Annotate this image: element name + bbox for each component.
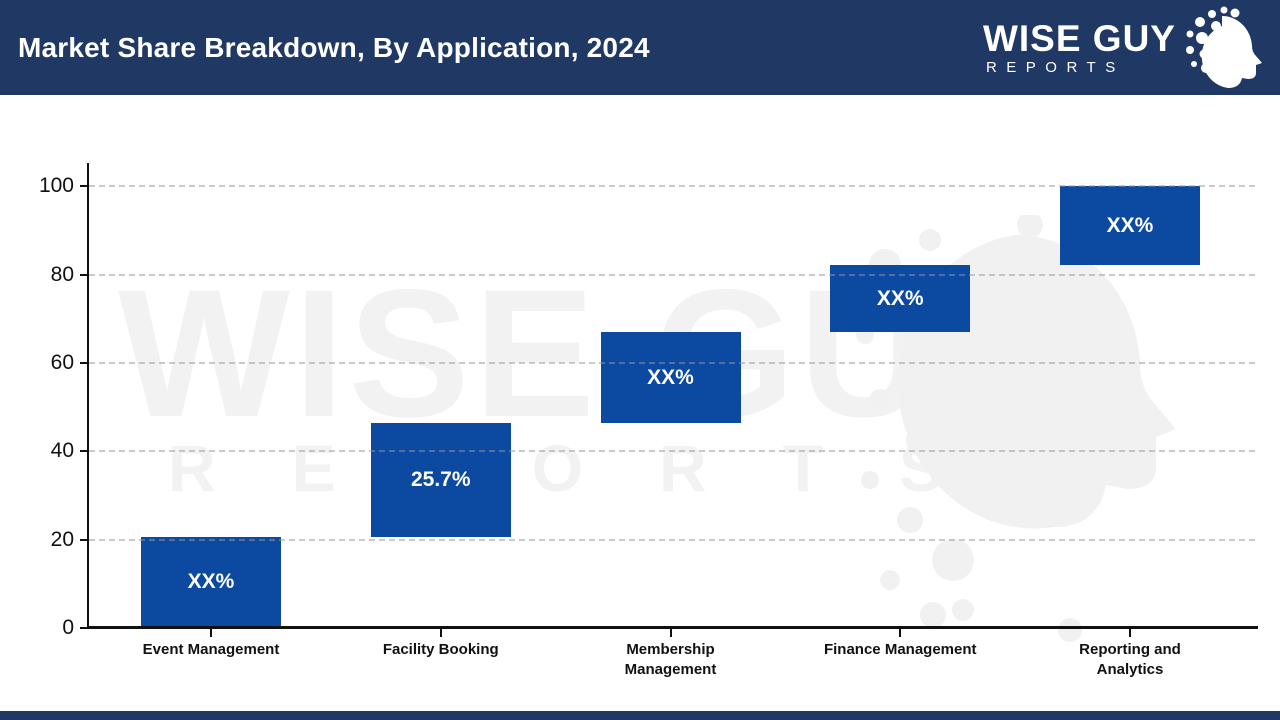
x-category-label: Finance Management [823,641,977,658]
gridline-y-60 [89,362,1255,365]
bar-segment: XX% [1060,186,1200,265]
bar-segment: XX% [141,536,281,628]
y-tick-mark [80,185,88,188]
y-tick-label: 20 [50,527,74,551]
bar-value-label: XX% [187,570,235,594]
y-tick-label: 60 [50,351,74,375]
y-tick-mark [80,450,88,453]
chart-title: Market Share Breakdown, By Application, … [18,31,650,63]
x-category-label: Facility Booking [382,641,499,658]
y-tick-mark [80,538,88,541]
bar-value-label: XX% [1106,213,1154,237]
y-tick-label: 100 [38,174,74,198]
logo-wordmark: WISE GUY [982,18,1176,59]
y-tick-label: 80 [50,262,74,286]
x-category-label: Event Management [142,641,280,658]
watermark-subtitle: REPORTS [168,431,1020,505]
logo-subtitle: REPORTS [985,59,1125,76]
x-tick-mark [669,629,672,637]
x-axis-line [87,626,1258,629]
bar-value-label: 25.7% [410,467,471,491]
gridline-y-80 [89,273,1255,276]
bar-segment: XX% [830,265,971,333]
x-tick-mark [1129,629,1131,637]
y-tick-label: 0 [62,616,74,639]
x-tick-mark [899,629,902,637]
x-category-label: Membership Management [624,641,717,678]
y-axis-line [87,163,89,629]
gridline-y-20 [89,538,1255,541]
bar-value-label: XX% [647,365,694,389]
wiseguy-logo: WISE GUY REPORTS [983,5,1266,91]
y-tick-mark [80,627,88,629]
x-category-label: Reporting and Analytics [1079,641,1181,678]
footer-bar [0,711,1280,720]
x-tick-mark [210,629,212,637]
y-tick-mark [80,273,88,276]
gridline-y-40 [89,450,1255,453]
y-tick-mark [80,362,88,365]
bar-segment: XX% [600,332,741,424]
x-tick-mark [439,629,442,637]
logo-face-icon [1186,6,1262,88]
header-bar: Market Share Breakdown, By Application, … [0,0,1280,95]
bar-segment: 25.7% [370,423,511,537]
y-tick-label: 40 [50,439,74,463]
bar-value-label: XX% [876,286,924,310]
gridline-y-100 [89,185,1255,188]
